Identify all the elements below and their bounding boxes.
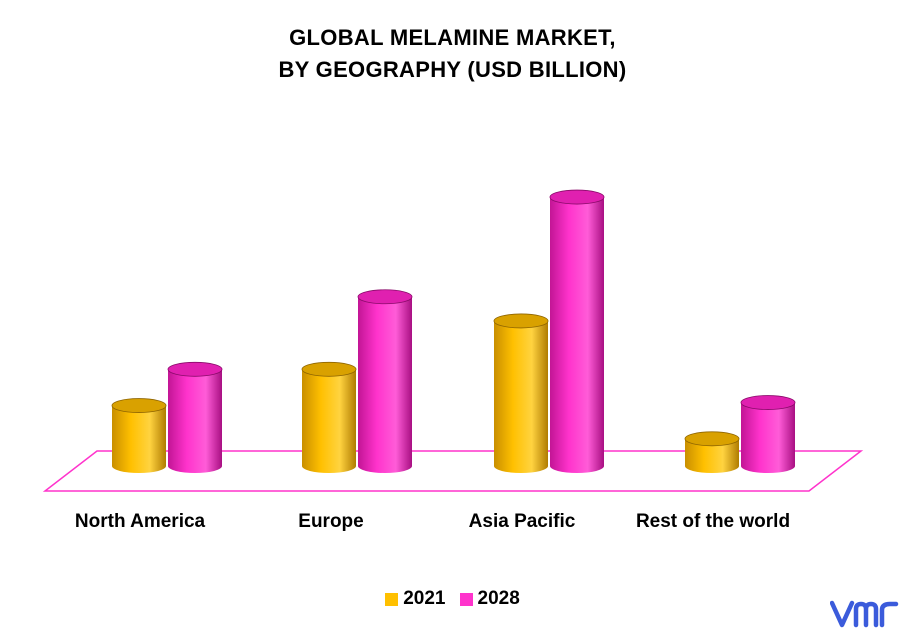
legend-label-2021: 2021 [403, 588, 446, 609]
chart-title-line-1: GLOBAL MELAMINE MARKET, [289, 25, 616, 50]
vmr-logo-icon [830, 600, 899, 628]
legend-item-2028: 2028 [459, 588, 520, 610]
legend-label-2028: 2028 [477, 588, 520, 609]
bars-group [111, 189, 796, 473]
legend-swatch-2028 [459, 592, 473, 606]
legend: 2021 2028 [0, 588, 905, 610]
bar-north-america-2021 [111, 398, 167, 473]
chart-title-line-2: BY GEOGRAPHY (USD BILLION) [278, 57, 627, 82]
category-labels: North America Europe Asia Pacific Rest of t… [75, 511, 790, 532]
bar-asia-pacific-2021 [493, 313, 549, 473]
bar-rest-of-the-world-2028 [740, 395, 796, 473]
bar-body [168, 369, 222, 473]
bar-rest-of-the-world-2021 [684, 431, 740, 473]
chart-title: GLOBAL MELAMINE MARKET, BY GEOGRAPHY (US… [0, 22, 905, 86]
bar-north-america-2028 [167, 361, 223, 473]
bar-body [494, 320, 548, 473]
bar-body [112, 405, 166, 473]
bar-europe-2021 [301, 361, 357, 473]
bar-body [741, 402, 795, 473]
bar-cap [740, 395, 796, 410]
bar-europe-2028 [357, 289, 413, 473]
category-label-north-america: North America [75, 511, 206, 532]
bar-cap [301, 361, 357, 377]
bar-cap [684, 431, 740, 447]
legend-item-2021: 2021 [385, 588, 446, 610]
bar-body [550, 197, 604, 473]
chart-floor [42, 450, 864, 492]
category-label-europe: Europe [298, 511, 363, 532]
bar-asia-pacific-2028 [549, 189, 605, 473]
bar-cap [167, 361, 223, 377]
bar-cap [357, 289, 413, 305]
legend-swatch-2021 [385, 592, 399, 606]
bar-cap [549, 189, 605, 205]
category-label-rest-of-the-world: Rest of the world [636, 511, 790, 532]
bar-body [302, 369, 356, 473]
category-label-asia-pacific: Asia Pacific [469, 511, 576, 532]
bar-cap [111, 398, 167, 413]
bar-cap [493, 313, 549, 329]
bar-body [358, 296, 412, 473]
bar-body [685, 438, 739, 473]
